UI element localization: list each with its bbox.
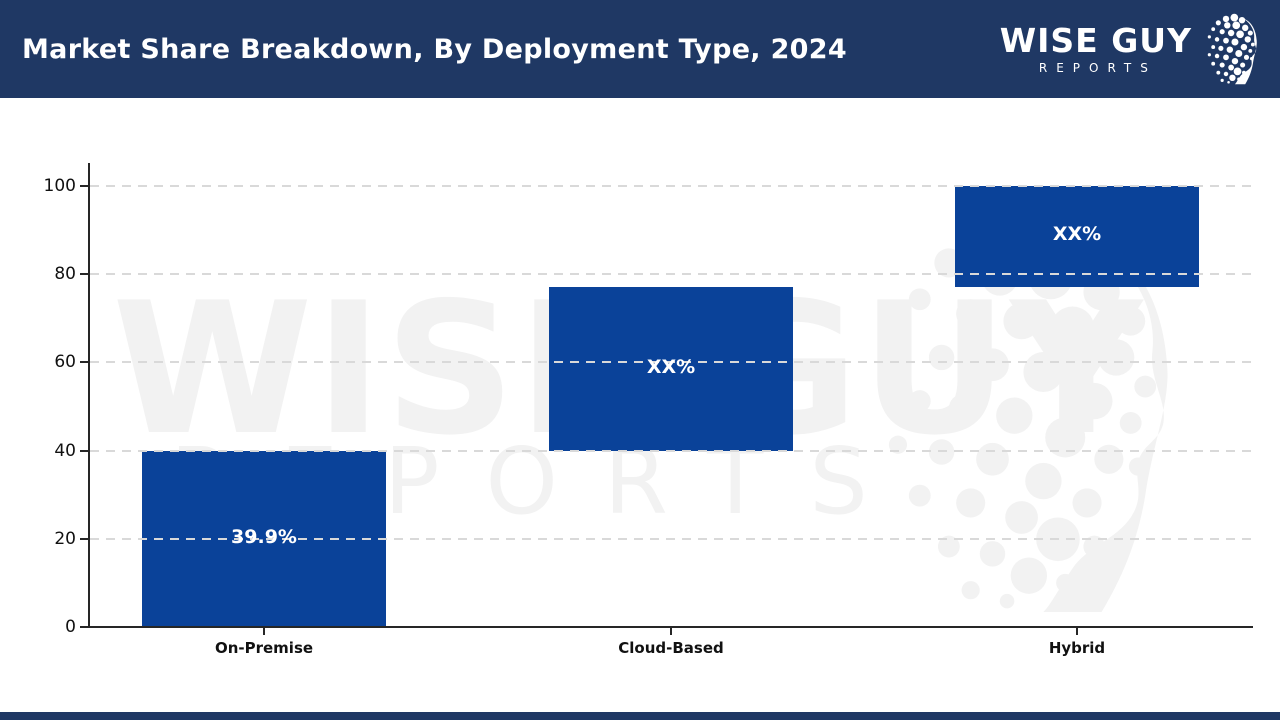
y-tick-mark-40	[80, 449, 88, 452]
logo-subtitle-text: REPORTS	[1038, 60, 1157, 75]
y-tick-label-40: 40	[54, 440, 76, 461]
bar-hybrid	[955, 186, 1199, 287]
category-label-hybrid: Hybrid	[1048, 639, 1106, 657]
bar-value-label-hybrid: XX%	[1052, 223, 1102, 246]
y-tick-mark-20	[80, 537, 88, 540]
bar-cloud-based	[549, 286, 793, 452]
y-tick-label-0: 0	[65, 617, 76, 637]
y-tick-label-100: 100	[43, 176, 76, 196]
y-tick-label-60: 60	[54, 352, 76, 373]
category-label-cloud-based: Cloud-Based	[618, 639, 724, 657]
wise-guy-reports-logo: WISE GUY REPORTS	[1000, 13, 1258, 85]
x-axis-line	[88, 626, 1253, 628]
y-tick-mark-100	[80, 185, 88, 187]
gridline-80	[90, 273, 1253, 276]
gridline-40	[90, 449, 1253, 452]
bar-value-label-cloud-based: XX%	[646, 356, 696, 378]
gridline-100	[90, 185, 1253, 187]
x-tick-mark-on-premise	[263, 628, 265, 635]
y-tick-label-20: 20	[54, 528, 76, 549]
y-tick-mark-0	[80, 626, 88, 628]
y-tick-mark-60	[80, 361, 88, 364]
gridline-20	[90, 537, 1253, 540]
category-label-on-premise: On-Premise	[214, 639, 314, 657]
gridline-60	[90, 361, 1253, 364]
x-tick-mark-hybrid	[1076, 628, 1078, 635]
chart-title: Market Share Breakdown, By Deployment Ty…	[22, 33, 847, 65]
logo-face-icon	[1194, 13, 1258, 85]
y-tick-label-80: 80	[54, 264, 76, 285]
logo-name-text: WISE GUY	[999, 20, 1192, 60]
x-tick-mark-cloud-based	[670, 628, 672, 635]
y-tick-mark-80	[80, 273, 88, 276]
footer-bar	[0, 712, 1280, 720]
bar-value-label-on-premise: 39.9%	[231, 526, 297, 549]
header-bar: Market Share Breakdown, By Deployment Ty…	[0, 0, 1280, 98]
y-axis-line	[88, 163, 90, 628]
